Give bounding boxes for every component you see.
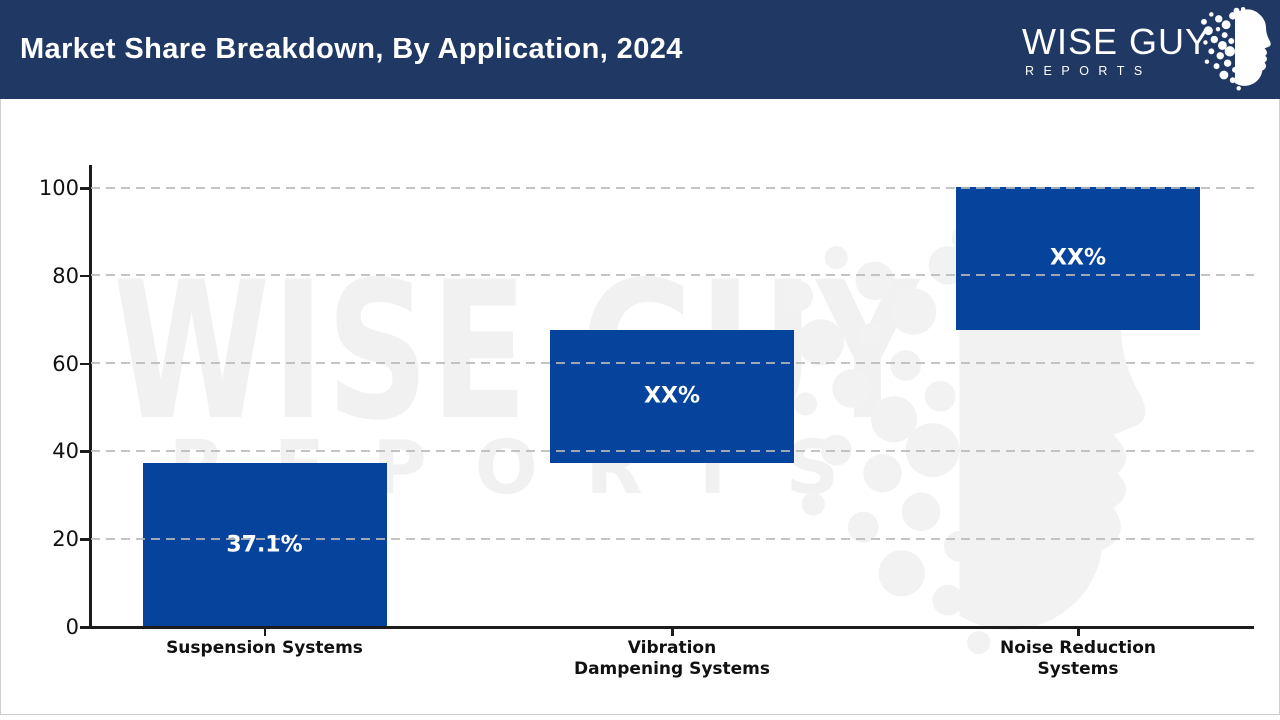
gridline (91, 274, 1254, 277)
plot-area: 0 20 40 60 80 100 37.1% XX% XX% Suspension System… (1, 99, 1279, 714)
gridline (91, 537, 1254, 540)
y-tick-label: 40 (52, 439, 79, 464)
y-axis (89, 165, 92, 628)
logo-wordmark: WISE GUY REPORTS (1022, 21, 1211, 79)
bar-value-label: XX% (644, 383, 700, 409)
y-tick (80, 362, 89, 366)
x-category-label-vibration-dampening-systems: Vibration Dampening Systems (512, 638, 832, 680)
bar-suspension-systems (142, 463, 387, 626)
gridline (91, 449, 1254, 452)
bar-value-label: XX% (1050, 245, 1106, 271)
x-category-label-suspension-systems: Suspension Systems (105, 638, 425, 659)
y-tick (80, 274, 89, 278)
logo-line-wise-guy: WISE GUY (1022, 21, 1211, 62)
x-category-label-line: Systems (1037, 659, 1119, 679)
x-category-label-line: Suspension Systems (166, 638, 363, 658)
y-tick (80, 450, 89, 453)
x-tick (1077, 628, 1080, 636)
y-tick (80, 538, 89, 541)
dotted-face-icon (1198, 7, 1272, 92)
bar-vibration-dampening-systems (550, 329, 794, 464)
wise-guy-reports-logo: WISE GUY REPORTS (1022, 4, 1274, 96)
y-tick-label: 100 (38, 176, 79, 200)
x-tick (263, 628, 266, 636)
gridline (91, 186, 1254, 189)
x-category-label-line: Noise Reduction (999, 638, 1156, 658)
y-tick-label: 80 (52, 263, 79, 288)
y-tick-label: 20 (52, 527, 79, 552)
bar-value-label: 37.1% (226, 532, 303, 558)
x-tick (671, 628, 674, 636)
x-axis (88, 626, 1254, 629)
y-tick (80, 187, 89, 190)
y-tick-label: 0 (65, 615, 79, 639)
y-tick-label: 60 (52, 351, 79, 376)
chart-panel: WISE GUY REPORTS 0 20 40 60 80 100 37.1% XX% XX%… (0, 99, 1280, 715)
header-bar: Market Share Breakdown, By Application, … (0, 0, 1280, 99)
logo-line-reports: REPORTS (1025, 64, 1152, 78)
page-title: Market Share Breakdown, By Application, … (20, 32, 683, 65)
x-category-label-line: Dampening Systems (573, 659, 771, 679)
gridline (91, 362, 1254, 365)
y-tick (80, 626, 89, 629)
x-category-label-noise-reduction-systems: Noise Reduction Systems (918, 638, 1238, 680)
x-category-label-line: Vibration (627, 638, 717, 658)
